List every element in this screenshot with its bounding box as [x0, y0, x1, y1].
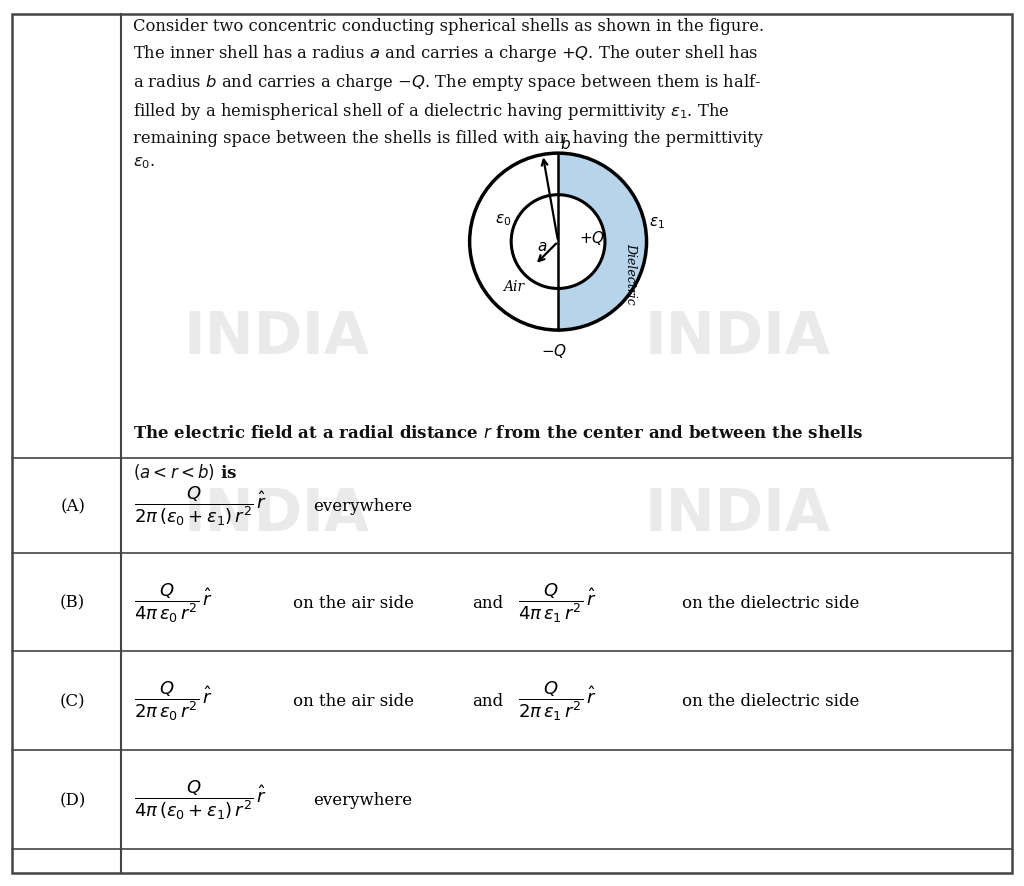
Text: INDIA: INDIA: [183, 308, 370, 365]
Text: INDIA: INDIA: [644, 486, 830, 542]
Text: (C): (C): [59, 692, 86, 710]
Text: $b$: $b$: [560, 136, 570, 152]
Text: and: and: [472, 692, 503, 710]
Text: on the air side: on the air side: [293, 692, 414, 710]
Circle shape: [470, 154, 646, 330]
Text: everywhere: everywhere: [313, 791, 413, 808]
Text: and: and: [472, 594, 503, 611]
Text: $\varepsilon_1$: $\varepsilon_1$: [649, 215, 666, 230]
Circle shape: [511, 196, 605, 289]
Text: $\dfrac{Q}{4\pi\,\varepsilon_1\,r^2}\,\hat{r}$: $\dfrac{Q}{4\pi\,\varepsilon_1\,r^2}\,\h…: [518, 580, 597, 625]
Text: Consider two concentric conducting spherical shells as shown in the figure.
The : Consider two concentric conducting spher…: [133, 18, 764, 171]
Text: $\dfrac{Q}{4\pi\,\varepsilon_0\,r^2}\,\hat{r}$: $\dfrac{Q}{4\pi\,\varepsilon_0\,r^2}\,\h…: [134, 580, 213, 625]
Wedge shape: [558, 154, 646, 330]
Text: $\dfrac{Q}{4\pi\,(\varepsilon_0+\varepsilon_1)\,r^2}\,\hat{r}$: $\dfrac{Q}{4\pi\,(\varepsilon_0+\varepsi…: [134, 778, 267, 821]
Text: Dielectric: Dielectric: [624, 243, 637, 304]
Text: INDIA: INDIA: [183, 486, 370, 542]
Text: on the air side: on the air side: [293, 594, 414, 611]
Text: The electric field at a radial distance $r$ from the center and between the shel: The electric field at a radial distance …: [133, 424, 863, 441]
Text: $\varepsilon_0$: $\varepsilon_0$: [495, 213, 511, 228]
Text: (D): (D): [59, 791, 86, 808]
Text: everywhere: everywhere: [313, 497, 413, 515]
Text: on the dielectric side: on the dielectric side: [682, 692, 859, 710]
Text: $\dfrac{Q}{2\pi\,\varepsilon_0\,r^2}\,\hat{r}$: $\dfrac{Q}{2\pi\,\varepsilon_0\,r^2}\,\h…: [134, 679, 213, 723]
Text: $(a < r < b)$ is: $(a < r < b)$ is: [133, 462, 238, 482]
Text: on the dielectric side: on the dielectric side: [682, 594, 859, 611]
Text: Air: Air: [503, 279, 524, 293]
Text: $a$: $a$: [537, 240, 548, 253]
Text: $\dfrac{Q}{2\pi\,\varepsilon_1\,r^2}\,\hat{r}$: $\dfrac{Q}{2\pi\,\varepsilon_1\,r^2}\,\h…: [518, 679, 597, 723]
Text: $+Q$: $+Q$: [579, 229, 605, 247]
Text: (A): (A): [60, 497, 85, 515]
Text: $-Q$: $-Q$: [541, 341, 566, 359]
Text: INDIA: INDIA: [644, 308, 830, 365]
Text: $\dfrac{Q}{2\pi\,(\varepsilon_0+\varepsilon_1)\,r^2}\,\hat{r}$: $\dfrac{Q}{2\pi\,(\varepsilon_0+\varepsi…: [134, 484, 267, 528]
Text: (B): (B): [60, 594, 85, 611]
